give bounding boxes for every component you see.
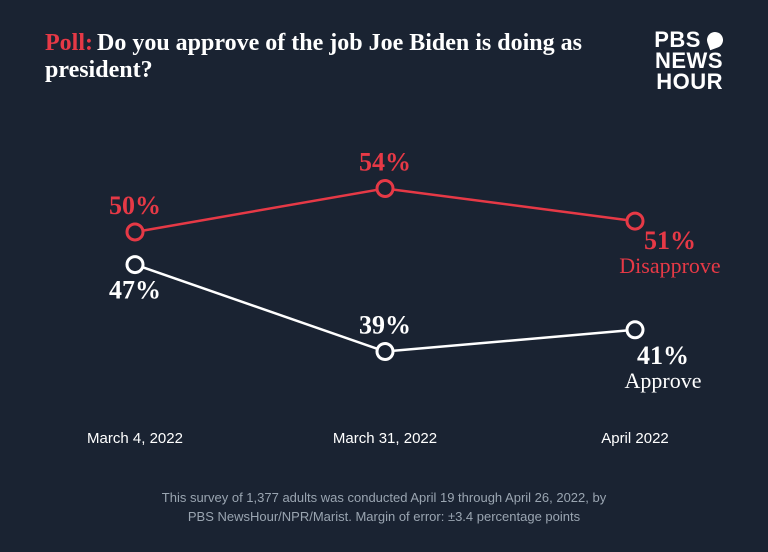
footnote: This survey of 1,377 adults was conducte… — [0, 489, 768, 527]
approval-chart: 50% 54% 51%Disapprove 47% 39% 41%Approve March… — [45, 125, 723, 455]
value-label-approve-0: 47% — [109, 276, 161, 305]
series-label-disapprove: Disapprove — [619, 253, 720, 278]
series-label-approve: Approve — [625, 368, 702, 393]
title-text: Do you approve of the job Joe Biden is d… — [45, 30, 582, 83]
x-label-1: March 31, 2022 — [333, 430, 437, 447]
marker-disapprove-2 — [627, 213, 643, 229]
value-label-approve-2: 41% — [637, 341, 689, 370]
value-label-disapprove-1: 54% — [359, 147, 411, 176]
marker-approve-0 — [127, 257, 143, 273]
pbs-logo: PBS NEWS HOUR — [654, 30, 723, 93]
x-label-2: April 2022 — [601, 430, 669, 447]
value-label-approve-1: 39% — [359, 311, 411, 340]
x-label-0: March 4, 2022 — [87, 430, 183, 447]
chart-svg: 50% 54% 51%Disapprove 47% 39% 41%Approve March… — [45, 125, 723, 455]
header: Poll: Do you approve of the job Joe Bide… — [45, 30, 723, 93]
title-block: Poll: Do you approve of the job Joe Bide… — [45, 30, 585, 84]
value-label-disapprove-2: 51% — [644, 226, 696, 255]
logo-text-hour: HOUR — [654, 72, 723, 93]
marker-approve-2 — [627, 322, 643, 338]
footnote-line2: PBS NewsHour/NPR/Marist. Margin of error… — [90, 508, 678, 527]
marker-disapprove-0 — [127, 224, 143, 240]
footnote-line1: This survey of 1,377 adults was conducte… — [90, 489, 678, 508]
value-label-disapprove-0: 50% — [109, 191, 161, 220]
title-prefix: Poll: — [45, 30, 93, 56]
marker-approve-1 — [377, 344, 393, 360]
marker-disapprove-1 — [377, 180, 393, 196]
